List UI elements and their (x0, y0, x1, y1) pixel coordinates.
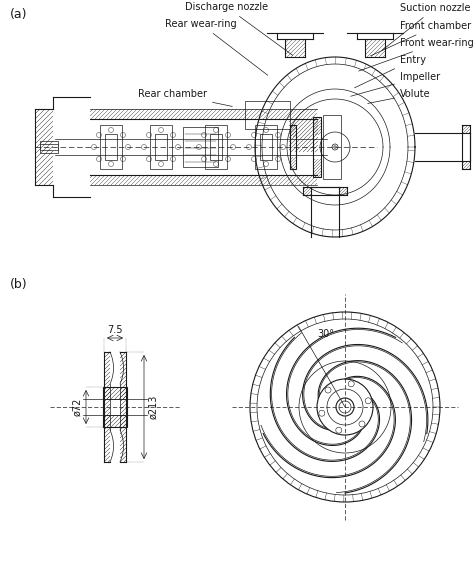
Text: Rear wear-ring: Rear wear-ring (165, 19, 268, 75)
Text: 30°: 30° (317, 329, 334, 339)
Text: Impeller: Impeller (351, 72, 440, 96)
Text: Front chamber: Front chamber (371, 21, 471, 56)
Bar (40, 141, 58, 153)
Text: ø72: ø72 (72, 398, 82, 416)
Bar (260, 134, 272, 160)
Bar (205, 125, 227, 169)
Text: (b): (b) (10, 278, 27, 291)
Bar (323, 115, 341, 179)
Bar (210, 134, 222, 160)
Bar (105, 134, 117, 160)
Bar (245, 101, 290, 129)
Text: (a): (a) (10, 8, 27, 21)
Bar (155, 134, 167, 160)
Text: ø213: ø213 (148, 395, 158, 419)
Bar (290, 125, 296, 169)
Text: Suction nozzle: Suction nozzle (382, 3, 471, 50)
Text: Discharge nozzle: Discharge nozzle (185, 2, 293, 56)
Text: Rear chamber: Rear chamber (138, 89, 232, 106)
Bar (255, 125, 277, 169)
Text: Entry: Entry (355, 55, 426, 88)
Text: 7.5: 7.5 (107, 325, 123, 335)
Bar (103, 387, 127, 427)
Bar (150, 125, 172, 169)
Bar (40, 144, 58, 150)
Text: Volute: Volute (368, 89, 430, 103)
Text: Front wear-ring: Front wear-ring (359, 38, 474, 71)
Bar (183, 127, 218, 167)
Bar (313, 117, 321, 177)
Bar (100, 125, 122, 169)
